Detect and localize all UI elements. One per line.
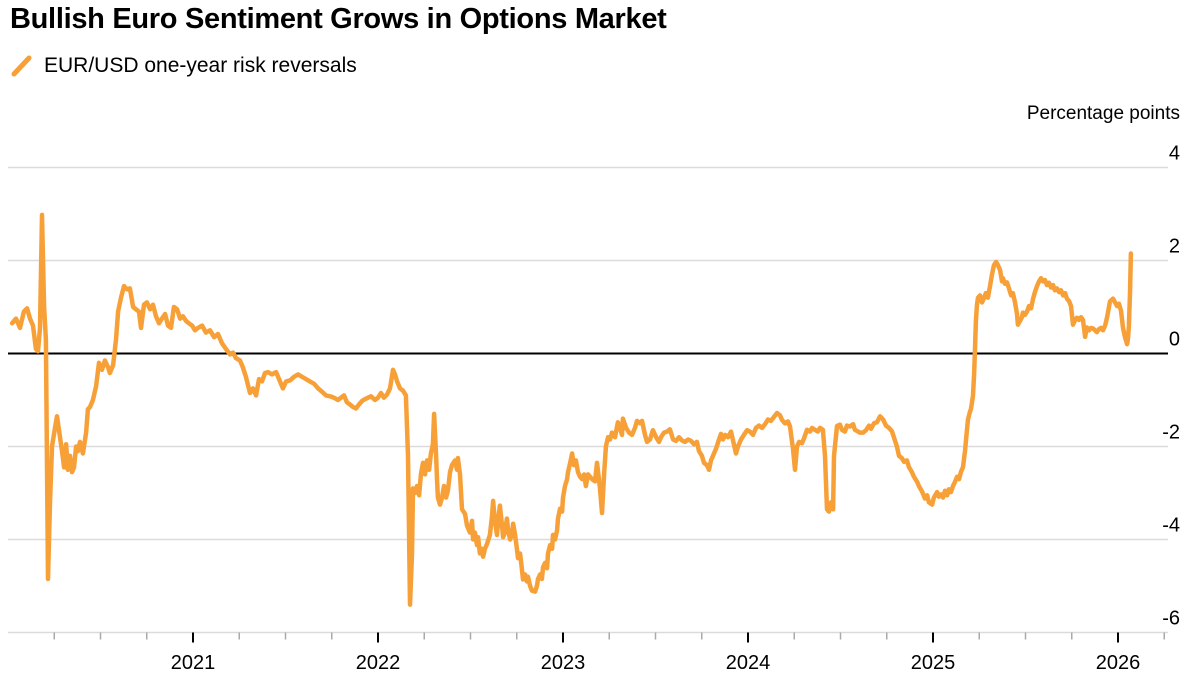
series-line-icon	[11, 54, 33, 78]
y-tick-label: -6	[1162, 608, 1180, 630]
y-tick-label: -4	[1162, 515, 1180, 537]
chart-title: Bullish Euro Sentiment Grows in Options …	[10, 3, 667, 35]
y-tick-label: -2	[1162, 422, 1180, 444]
x-tick-label: 2025	[911, 652, 956, 674]
legend-label: EUR/USD one-year risk reversals	[44, 54, 357, 77]
y-tick-label: 2	[1169, 236, 1180, 258]
x-tick-label: 2022	[356, 652, 401, 674]
x-tick-label: 2023	[541, 652, 586, 674]
series-line	[9, 212, 1134, 607]
y-tick-label: 4	[1169, 143, 1180, 165]
x-tick-label: 2021	[171, 652, 216, 674]
legend: EUR/USD one-year risk reversals	[11, 54, 357, 78]
x-tick-label: 2026	[1096, 652, 1141, 674]
y-tick-label: 0	[1169, 329, 1180, 351]
y-axis-unit-label: Percentage points	[1026, 103, 1180, 124]
x-tick-label: 2024	[726, 652, 771, 674]
